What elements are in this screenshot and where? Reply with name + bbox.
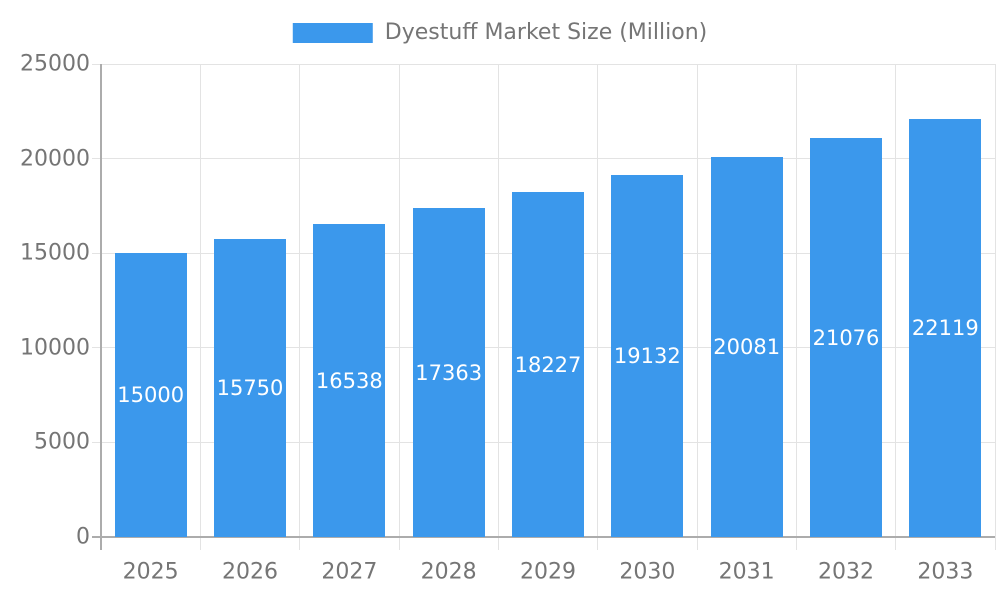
bar[interactable]	[810, 138, 882, 537]
bar-value-label: 18227	[514, 352, 582, 377]
bar-value-label: 20081	[713, 335, 781, 360]
bar-value-label: 22119	[911, 315, 979, 340]
x-axis-tick-label: 2031	[718, 559, 775, 585]
v-gridline	[696, 64, 698, 550]
x-axis-tick-label: 2033	[917, 559, 974, 585]
y-axis-tick-label: 5000	[34, 429, 90, 455]
legend-swatch-icon	[292, 22, 373, 43]
y-axis-tick-label: 15000	[20, 240, 90, 266]
y-axis-tick-label: 0	[76, 524, 90, 550]
v-gridline	[497, 64, 499, 550]
x-axis-tick-label: 2027	[321, 559, 378, 585]
v-gridline	[398, 64, 400, 550]
bar[interactable]	[710, 157, 783, 537]
bar-value-label: 17363	[415, 360, 483, 385]
h-gridline	[92, 158, 995, 160]
y-axis-tick-label: 10000	[20, 335, 90, 361]
v-gridline	[994, 64, 996, 550]
bar-value-label: 15000	[117, 383, 185, 408]
legend-label: Dyestuff Market Size (Million)	[384, 20, 708, 45]
bar[interactable]	[214, 239, 286, 537]
x-axis-tick-label: 2030	[619, 559, 676, 585]
v-gridline	[299, 64, 301, 550]
v-gridline	[895, 64, 897, 550]
legend: Dyestuff Market Size (Million)	[292, 20, 708, 45]
x-axis-tick-label: 2025	[122, 559, 179, 585]
bar-value-label: 15750	[216, 376, 284, 400]
y-axis-line	[100, 64, 102, 550]
x-axis-tick-label: 2028	[420, 559, 477, 585]
y-axis-tick-label: 20000	[20, 146, 90, 172]
bar[interactable]	[114, 253, 187, 537]
x-axis-tick-label: 2032	[818, 559, 874, 585]
bar-value-label: 16538	[315, 368, 383, 393]
legend-item[interactable]: Dyestuff Market Size (Million)	[292, 20, 708, 45]
bar[interactable]	[313, 224, 386, 537]
bar[interactable]	[512, 192, 584, 537]
bar-value-label: 19132	[613, 344, 681, 368]
v-gridline	[199, 64, 201, 550]
y-axis-tick-label: 25000	[20, 51, 90, 77]
v-gridline	[597, 64, 599, 550]
bar[interactable]	[412, 208, 485, 537]
bar-value-label: 21076	[812, 325, 880, 350]
h-gridline	[92, 63, 995, 65]
bar[interactable]	[611, 175, 684, 537]
v-gridline	[795, 64, 797, 550]
x-axis-tick-label: 2026	[222, 559, 278, 585]
x-axis-line	[92, 536, 995, 538]
bar[interactable]	[909, 118, 982, 537]
x-axis-tick-label: 2029	[520, 559, 576, 585]
